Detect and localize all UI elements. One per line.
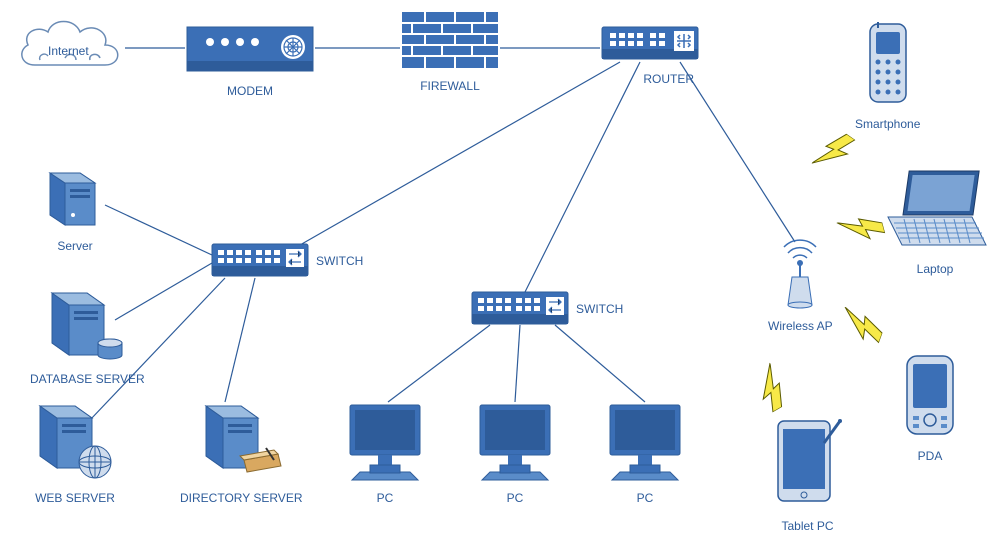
router-icon xyxy=(600,25,700,63)
pc1-label: PC xyxy=(340,491,430,505)
pc2-label: PC xyxy=(470,491,560,505)
node-internet: Internet xyxy=(10,10,130,85)
switch-icon xyxy=(470,290,570,328)
node-tablet: Tablet PC xyxy=(770,415,845,533)
modem-label: MODEM xyxy=(185,84,315,98)
pc3-label: PC xyxy=(600,491,690,505)
dir-server-icon xyxy=(196,400,286,482)
db-server-icon xyxy=(42,285,132,363)
switch1-label: SWITCH xyxy=(316,254,363,268)
laptop-label: Laptop xyxy=(880,262,990,276)
firewall-label: FIREWALL xyxy=(400,79,500,93)
modem-icon xyxy=(185,25,315,75)
node-wireless-ap: Wireless AP xyxy=(768,235,833,333)
node-switch1: SWITCH xyxy=(210,242,363,280)
server-icon xyxy=(40,165,110,230)
wireless-ap-label: Wireless AP xyxy=(768,319,833,333)
node-web-server: WEB SERVER xyxy=(30,400,120,505)
pda-icon xyxy=(895,350,965,440)
switch-icon xyxy=(210,242,310,280)
node-dir-server: DIRECTORY SERVER xyxy=(180,400,302,505)
lightning-icon xyxy=(744,357,792,414)
node-pda: PDA xyxy=(895,350,965,463)
pc-icon xyxy=(600,400,690,482)
firewall-icon xyxy=(400,10,500,70)
db-server-label: DATABASE SERVER xyxy=(30,372,145,386)
lightning-icon xyxy=(808,127,859,184)
node-db-server: DATABASE SERVER xyxy=(30,285,145,386)
web-server-icon xyxy=(30,400,120,482)
node-server: Server xyxy=(40,165,110,253)
node-firewall: FIREWALL xyxy=(400,10,500,93)
tablet-label: Tablet PC xyxy=(770,519,845,533)
pda-label: PDA xyxy=(895,449,965,463)
laptop-icon xyxy=(880,165,990,253)
node-pc3: PC xyxy=(600,400,690,505)
node-switch2: SWITCH xyxy=(470,290,623,328)
web-server-label: WEB SERVER xyxy=(30,491,120,505)
server-label: Server xyxy=(40,239,110,253)
switch2-label: SWITCH xyxy=(576,302,623,316)
node-modem: MODEM xyxy=(185,25,315,98)
node-pc2: PC xyxy=(470,400,560,505)
node-router: ROUTER xyxy=(600,25,700,86)
node-smartphone: Smartphone xyxy=(855,20,920,131)
pc-icon xyxy=(340,400,430,482)
node-laptop: Laptop xyxy=(880,165,990,276)
lightning-icon xyxy=(830,305,887,347)
lightning-icon xyxy=(830,211,886,249)
tablet-icon xyxy=(770,415,845,510)
wireless-ap-icon xyxy=(770,235,830,310)
smartphone-label: Smartphone xyxy=(855,117,920,131)
router-label: ROUTER xyxy=(600,72,700,86)
dir-server-label: DIRECTORY SERVER xyxy=(180,491,302,505)
internet-label: Internet xyxy=(48,44,89,58)
pc-icon xyxy=(470,400,560,482)
smartphone-icon xyxy=(858,20,918,108)
node-pc1: PC xyxy=(340,400,430,505)
